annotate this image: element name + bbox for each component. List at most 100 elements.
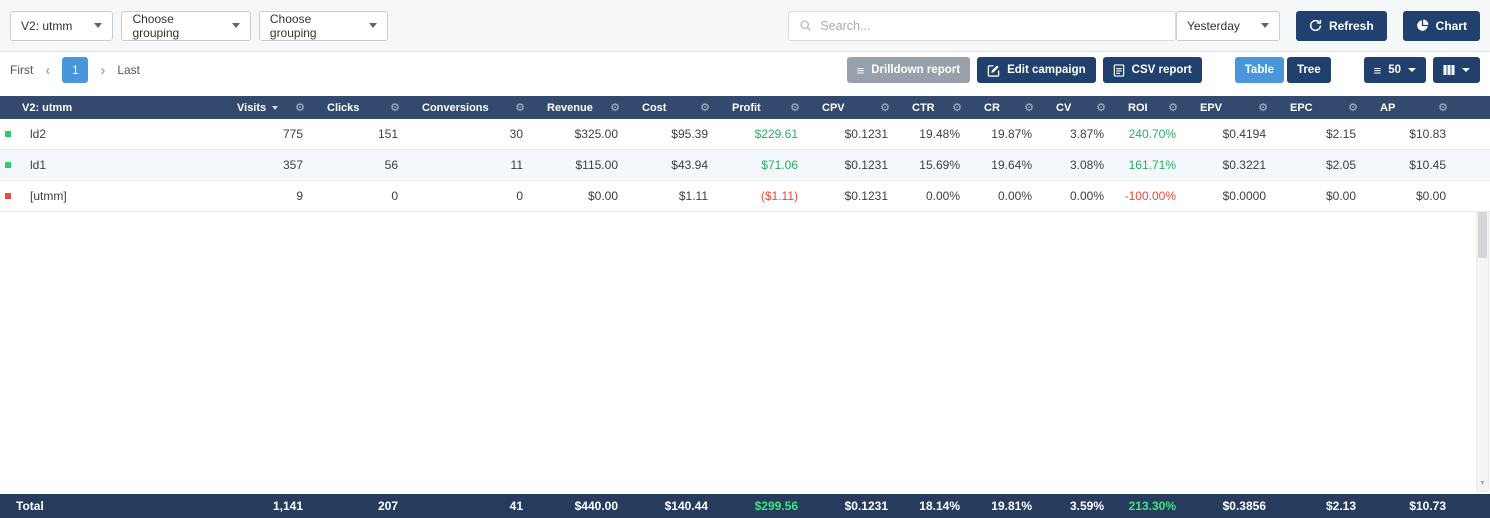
column-label: CV — [1056, 101, 1072, 114]
pagination-last[interactable]: Last — [117, 63, 141, 77]
total-roi: 213.30% — [1128, 499, 1176, 513]
total-epv: $0.3856 — [1222, 499, 1266, 513]
sub-toolbar: First ‹ 1 › Last ≡ Drilldown report Edit… — [0, 52, 1490, 88]
csv-file-icon — [1113, 63, 1124, 77]
drilldown-report-button[interactable]: ≡ Drilldown report — [846, 57, 971, 83]
column-label: Profit — [732, 101, 761, 114]
pagination-first[interactable]: First — [10, 63, 34, 77]
column-settings-gear-icon[interactable]: ⚙ — [952, 102, 962, 114]
total-epc: $2.13 — [1325, 499, 1356, 513]
column-settings-gear-icon[interactable]: ⚙ — [790, 102, 800, 114]
column-header-cr[interactable]: CR ⚙ — [972, 96, 1044, 119]
table-view-label: Table — [1244, 64, 1274, 76]
table-row[interactable]: [utmm] 9 0 0 $0.00 $1.11 ($1.11) $0.1231 0.00% 0.… — [0, 181, 1490, 212]
column-header-cv[interactable]: CV ⚙ — [1044, 96, 1116, 119]
total-clicks: 207 — [377, 499, 398, 513]
cell-profit: $229.61 — [754, 127, 798, 141]
rows-per-page-button[interactable]: ≡ 50 — [1363, 57, 1426, 83]
cell-cost: $43.94 — [671, 158, 708, 172]
column-header-v2-utmm[interactable]: V2: utmm — [0, 96, 225, 119]
table-row[interactable]: ld1 357 56 11 $115.00 $43.94 $71.06 $0.1231 15.6… — [0, 150, 1490, 181]
cell-ctr: 0.00% — [925, 189, 960, 203]
table-body: ▲ ▼ ld277515130$325.00$95.39$229.61$0.12… — [0, 119, 1490, 494]
cell-ap: $0.00 — [1415, 189, 1446, 203]
column-settings-gear-icon[interactable]: ⚙ — [1258, 102, 1268, 114]
refresh-button[interactable]: Refresh — [1295, 10, 1387, 41]
refresh-label: Refresh — [1328, 18, 1374, 33]
column-header-roi[interactable]: ROI ⚙ — [1116, 96, 1188, 119]
cell-profit: ($1.11) — [760, 189, 798, 203]
chart-button[interactable]: Chart — [1402, 10, 1480, 41]
grouping-select-2[interactable]: Choose grouping — [258, 10, 389, 41]
date-range-select[interactable]: Yesterday — [1175, 10, 1280, 41]
cell-conversions: 0 — [516, 189, 523, 203]
pagination-prev-icon[interactable]: ‹ — [45, 61, 51, 79]
column-settings-gear-icon[interactable]: ⚙ — [295, 102, 305, 114]
column-label: CPV — [822, 101, 845, 114]
column-settings-gear-icon[interactable]: ⚙ — [1168, 102, 1178, 114]
column-label: ROI — [1128, 101, 1148, 114]
row-name-cell: ld2 — [30, 127, 47, 141]
column-settings-gear-icon[interactable]: ⚙ — [700, 102, 710, 114]
column-settings-gear-icon[interactable]: ⚙ — [610, 102, 620, 114]
column-header-epc[interactable]: EPC ⚙ — [1278, 96, 1368, 119]
cell-cr: 19.64% — [991, 158, 1032, 172]
column-header-cpv[interactable]: CPV ⚙ — [810, 96, 900, 119]
cell-epc: $2.05 — [1325, 158, 1356, 172]
pagination-next-icon[interactable]: › — [100, 61, 106, 79]
column-header-revenue[interactable]: Revenue ⚙ — [535, 96, 630, 119]
cell-conversions: 11 — [510, 158, 523, 172]
column-header-visits[interactable]: Visits ⚙ — [225, 96, 315, 119]
pagination-page-1[interactable]: 1 — [62, 57, 89, 83]
column-settings-gear-icon[interactable]: ⚙ — [880, 102, 890, 114]
column-label: EPC — [1290, 101, 1313, 114]
column-header-ap[interactable]: AP ⚙ — [1368, 96, 1458, 119]
grouping-select-1[interactable]: Choose grouping — [121, 10, 251, 41]
refresh-icon — [1309, 19, 1322, 32]
cell-epv: $0.4194 — [1222, 127, 1266, 141]
grouping-select-1-value: Choose grouping — [132, 11, 180, 40]
column-settings-gear-icon[interactable]: ⚙ — [1096, 102, 1106, 114]
row-name-cell: ld1 — [30, 158, 47, 172]
date-range-value: Yesterday — [1186, 18, 1240, 33]
column-header-conversions[interactable]: Conversions ⚙ — [410, 96, 535, 119]
scrollbar-down-icon[interactable]: ▼ — [1479, 480, 1486, 487]
chevron-down-icon — [1408, 68, 1416, 72]
column-header-profit[interactable]: Profit ⚙ — [720, 96, 810, 119]
column-settings-gear-icon[interactable]: ⚙ — [1024, 102, 1034, 114]
cell-conversions: 30 — [509, 127, 523, 141]
search-box[interactable] — [788, 10, 1176, 41]
total-cv: 3.59% — [1069, 499, 1104, 513]
columns-settings-button[interactable] — [1433, 57, 1480, 83]
tree-view-button[interactable]: Tree — [1286, 57, 1331, 83]
column-settings-gear-icon[interactable]: ⚙ — [515, 102, 525, 114]
column-settings-gear-icon[interactable]: ⚙ — [1438, 102, 1448, 114]
column-settings-gear-icon[interactable]: ⚙ — [390, 102, 400, 114]
column-label: Cost — [642, 101, 667, 114]
column-label: Clicks — [327, 101, 360, 114]
edit-campaign-button[interactable]: Edit campaign — [977, 57, 1096, 83]
column-label: CR — [984, 101, 1000, 114]
csv-report-button[interactable]: CSV report — [1102, 57, 1202, 83]
table-row[interactable]: ld2 775 151 30 $325.00 $95.39 $229.61 $0.1231 19… — [0, 119, 1490, 150]
cell-clicks: 56 — [384, 158, 398, 172]
search-input[interactable] — [820, 18, 1165, 33]
column-header-cost[interactable]: Cost ⚙ — [630, 96, 720, 119]
chevron-down-icon — [1260, 23, 1269, 28]
column-header-epv[interactable]: EPV ⚙ — [1188, 96, 1278, 119]
column-settings-gear-icon[interactable]: ⚙ — [1348, 102, 1358, 114]
chart-label: Chart — [1435, 18, 1467, 33]
cell-ap: $10.45 — [1409, 158, 1446, 172]
total-cpv: $0.1231 — [844, 499, 888, 513]
table-view-button[interactable]: Table — [1234, 57, 1284, 83]
grouping-select-2-value: Choose grouping — [269, 11, 317, 40]
cell-visits: 9 — [296, 189, 303, 203]
cell-roi: 161.71% — [1128, 158, 1176, 172]
campaign-select[interactable]: V2: utmm — [10, 10, 114, 41]
column-header-clicks[interactable]: Clicks ⚙ — [315, 96, 410, 119]
total-ap: $10.73 — [1409, 499, 1446, 513]
column-label: V2: utmm — [22, 101, 73, 114]
cell-revenue: $325.00 — [574, 127, 618, 141]
column-header-ctr[interactable]: CTR ⚙ — [900, 96, 972, 119]
